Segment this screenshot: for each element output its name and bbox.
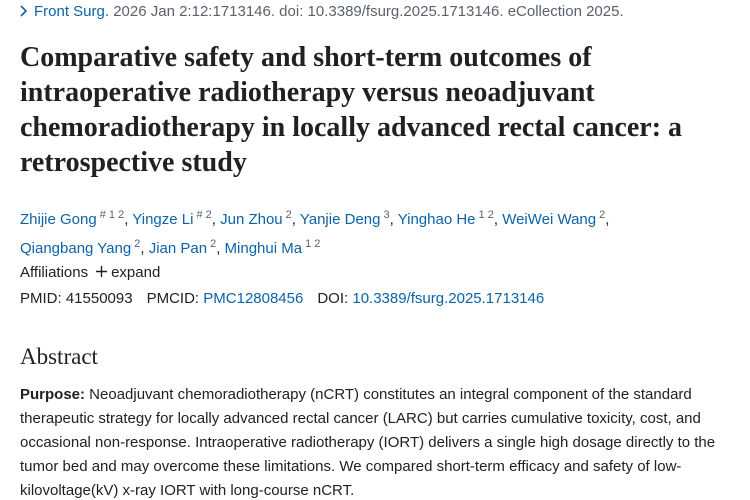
affiliation-mark[interactable]: 2 [205, 209, 212, 221]
affiliation-mark[interactable]: 2 [599, 209, 606, 221]
affiliation-mark[interactable]: 2 [210, 238, 217, 250]
separator: , [493, 211, 499, 228]
affiliation-mark[interactable]: # [196, 209, 203, 221]
citation-details: 2026 Jan 2:12:1713146. doi: 10.3389/fsur… [109, 3, 624, 20]
separator: , [140, 240, 145, 257]
affiliations: Affiliations expand [20, 264, 160, 281]
affiliation-mark[interactable]: 1 [108, 209, 116, 221]
separator: , [216, 240, 221, 257]
author-name[interactable]: Jian Pan [148, 240, 208, 257]
author-marks: 1 2 [305, 238, 320, 250]
affiliation-mark[interactable]: 2 [285, 209, 292, 221]
author-marks: 2 [286, 209, 292, 221]
author-name[interactable]: Qiangbang Yang [20, 240, 132, 257]
abstract-heading: Abstract [20, 344, 98, 369]
chevron-icon [20, 5, 28, 17]
plus-icon [96, 264, 108, 281]
author: Jian Pan 2, [148, 238, 221, 257]
author-marks: # 2 [196, 209, 211, 221]
separator: , [605, 211, 610, 228]
author-name[interactable]: Minghui Ma [224, 240, 303, 257]
author-name[interactable]: Yanjie Deng [299, 211, 381, 228]
identifier-label: PMCID: [146, 290, 200, 307]
identifier: PMID: 41550093 [20, 290, 133, 307]
separator: , [124, 211, 129, 228]
author-marks: 2 [134, 238, 140, 250]
author-marks: 2 [599, 209, 605, 221]
author: Jun Zhou 2, [220, 209, 296, 228]
author: Yingze Li # 2, [132, 209, 216, 228]
identifier-value[interactable]: PMC12808456 [203, 290, 304, 307]
author: Yanjie Deng 3, [299, 209, 394, 228]
author-name[interactable]: Yingze Li [132, 211, 194, 228]
affiliation-mark[interactable]: # [99, 209, 106, 221]
affiliation-mark[interactable]: 2 [487, 209, 494, 221]
affiliation-mark[interactable]: 2 [118, 209, 125, 221]
purpose-text: Neoadjuvant chemoradiotherapy (nCRT) con… [20, 386, 716, 499]
identifier: DOI: 10.3389/fsurg.2025.1713146 [317, 290, 544, 307]
affiliation-mark[interactable]: 3 [383, 209, 390, 221]
affiliation-mark[interactable]: 2 [314, 238, 321, 250]
author-marks: 2 [210, 238, 216, 250]
article-title: Comparative safety and short-term outcom… [20, 42, 683, 178]
affiliation-mark[interactable]: 2 [134, 238, 141, 250]
affiliations-label: Affiliations [20, 264, 89, 281]
author-name[interactable]: WeiWei Wang [502, 211, 597, 228]
author-marks: # 1 2 [100, 209, 125, 221]
author: Qiangbang Yang 2, [20, 238, 145, 257]
abstract-purpose: Purpose: Neoadjuvant chemoradiotherapy (… [20, 383, 732, 500]
author-marks: 3 [383, 209, 389, 221]
author-name[interactable]: Jun Zhou [220, 211, 283, 228]
author-marks: 1 2 [479, 209, 494, 221]
separator: , [291, 211, 296, 228]
identifier-label: DOI: [317, 290, 349, 307]
plus-svg [96, 266, 108, 277]
author: WeiWei Wang 2, [502, 209, 610, 228]
journal-link[interactable]: Front Surg. [34, 3, 110, 20]
author: Yinghao He 1 2, [397, 209, 499, 228]
separator: , [389, 211, 394, 228]
expand-toggle[interactable]: expand [111, 264, 161, 281]
separator: , [211, 211, 216, 228]
author-list: Zhijie Gong # 1 2, Yingze Li # 2, Jun Zhou… [20, 203, 720, 261]
identifier-value[interactable]: 10.3389/fsurg.2025.1713146 [352, 290, 545, 307]
identifier-value: 41550093 [65, 290, 133, 307]
author: Minghui Ma 1 2 [224, 238, 321, 257]
author-name[interactable]: Yinghao He [397, 211, 476, 228]
affiliation-mark[interactable]: 1 [478, 209, 485, 221]
affiliation-mark[interactable]: 1 [305, 238, 312, 250]
citation: Front Surg. 2026 Jan 2:12:1713146. doi: … [20, 3, 624, 20]
identifier: PMCID: PMC12808456 [147, 290, 304, 307]
identifier-label: PMID: [20, 290, 62, 307]
author-name[interactable]: Zhijie Gong [20, 211, 97, 228]
purpose-label: Purpose: [20, 386, 86, 403]
author: Zhijie Gong # 1 2, [20, 209, 129, 228]
identifiers: PMID: 41550093 PMCID: PMC12808456 DOI: 10.… [20, 290, 558, 307]
